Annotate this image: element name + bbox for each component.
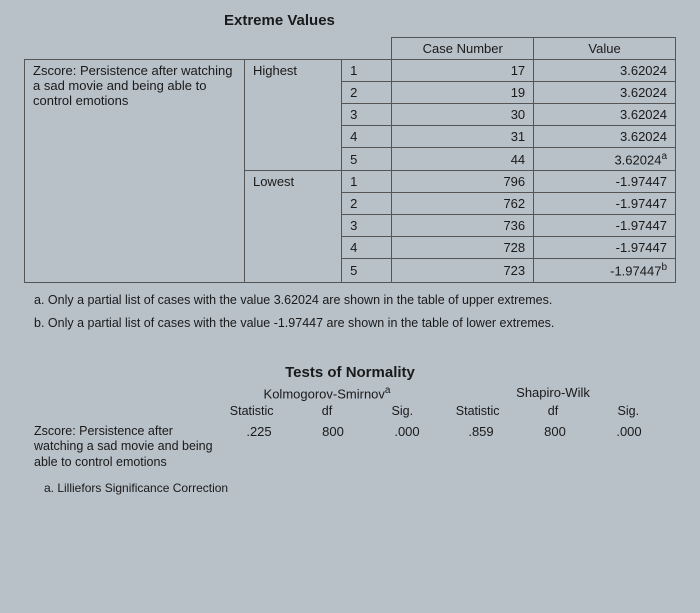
sw-stat: .859 xyxy=(444,424,518,439)
extremes-footnotes: a. Only a partial list of cases with the… xyxy=(24,283,676,339)
sw-df-h: df xyxy=(515,404,590,418)
sw-df: 800 xyxy=(518,424,592,439)
sw-sig: .000 xyxy=(592,424,666,439)
extreme-values-table: Case Number Value Zscore: Persistence af… xyxy=(24,37,676,283)
ks-df: 800 xyxy=(296,424,370,439)
table-row: Zscore: Persistence after watching a sad… xyxy=(25,60,676,82)
ks-df-h: df xyxy=(289,404,364,418)
ks-stat-h: Statistic xyxy=(214,404,289,418)
footnote-a: a. Only a partial list of cases with the… xyxy=(34,289,670,312)
normality-title: Tests of Normality xyxy=(34,358,666,385)
footnote-b: b. Only a partial list of cases with the… xyxy=(34,312,670,335)
col-value: Value xyxy=(534,38,676,60)
lowest-label: Lowest xyxy=(244,171,341,282)
variable-label: Zscore: Persistence after watching a sad… xyxy=(25,60,245,283)
col-case-number: Case Number xyxy=(392,38,534,60)
highest-label: Highest xyxy=(244,60,341,171)
ks-group-header: Kolmogorov-Smirnova xyxy=(214,385,440,401)
normality-footnote: a. Lilliefors Significance Correction xyxy=(34,471,666,495)
ks-sig: .000 xyxy=(370,424,444,439)
ks-sig-h: Sig. xyxy=(365,404,440,418)
extremes-title: Extreme Values xyxy=(24,8,676,37)
normality-row-label: Zscore: Persistence after watching a sad… xyxy=(34,424,222,471)
ks-stat: .225 xyxy=(222,424,296,439)
sw-group-header: Shapiro-Wilk xyxy=(440,385,666,401)
sw-stat-h: Statistic xyxy=(440,404,515,418)
sw-sig-h: Sig. xyxy=(591,404,666,418)
